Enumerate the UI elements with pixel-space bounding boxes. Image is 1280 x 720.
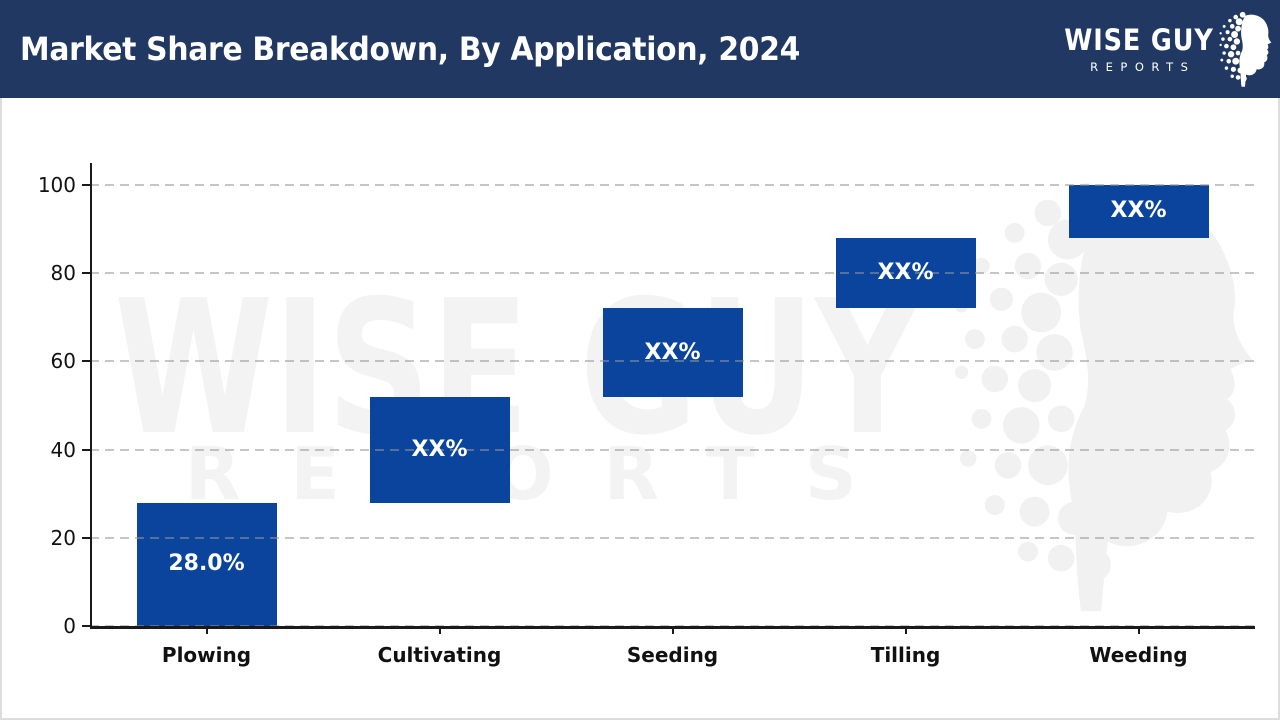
x-tickmark-plowing [205, 629, 208, 634]
bar-segment-seeding [602, 308, 743, 397]
y-tick-label-100: 100 [37, 173, 76, 197]
y-tickmark-80 [82, 272, 90, 275]
y-tick-label-40: 40 [50, 437, 76, 462]
y-tick-label-20: 20 [50, 525, 76, 550]
y-tick-label-0: 0 [63, 614, 76, 638]
bar-value-label-seeding: XX% [644, 339, 701, 365]
y-tickmark-20 [82, 536, 90, 539]
logo-wordmark: WISE GUY [1064, 23, 1214, 57]
header-bar: Market Share Breakdown, By Application, … [0, 0, 1280, 98]
gridline-y100 [90, 184, 1255, 186]
bar-value-label-tilling: XX% [877, 260, 934, 286]
gridline-y80 [90, 272, 1255, 275]
logo-text: WISE GUY REPORTS [1054, 23, 1224, 75]
x-tick-label-seeding: Seeding [626, 643, 719, 667]
bar-segment-weeding [1068, 185, 1209, 238]
logo-subtext: REPORTS [1090, 60, 1196, 74]
bar-segment-plowing [136, 502, 277, 626]
x-axis-line [90, 626, 1255, 629]
y-tick-label-60: 60 [50, 349, 76, 374]
gridline-y60 [90, 360, 1255, 363]
y-axis-line [90, 163, 92, 629]
logo-head-icon [1216, 9, 1274, 89]
y-tickmark-100 [82, 184, 90, 186]
x-tickmark-tilling [904, 629, 907, 634]
bar-value-label-cultivating: XX% [411, 436, 468, 462]
gridline-y20 [90, 536, 1255, 539]
chart-canvas: WISE GUY REPORTS 0 20 40 60 80 100 Plowing 28.0… [0, 98, 1280, 720]
x-tickmark-weeding [1137, 629, 1140, 634]
bar-value-label-weeding: XX% [1110, 198, 1167, 224]
x-tick-label-plowing: Plowing [161, 643, 252, 667]
watermark-wordmark: WISE GUY [114, 260, 920, 476]
x-tick-label-weeding: Weeding [1089, 643, 1188, 667]
x-tick-label-cultivating: Cultivating [377, 643, 502, 667]
gridline-y40 [90, 448, 1255, 451]
y-tick-label-80: 80 [50, 261, 76, 286]
x-tickmark-seeding [671, 629, 674, 634]
bar-value-label-plowing: 28.0% [168, 551, 245, 577]
x-tick-label-tilling: Tilling [870, 643, 941, 667]
chart-title: Market Share Breakdown, By Application, … [20, 30, 801, 68]
x-tickmark-cultivating [438, 629, 441, 634]
y-tickmark-60 [82, 360, 90, 363]
y-tickmark-40 [82, 448, 90, 451]
brand-logo: WISE GUY REPORTS [1054, 4, 1274, 94]
y-tickmark-0 [82, 625, 90, 627]
plot-area: 0 20 40 60 80 100 Plowing 28.0% Cultivating XX% Se… [2, 98, 1278, 718]
